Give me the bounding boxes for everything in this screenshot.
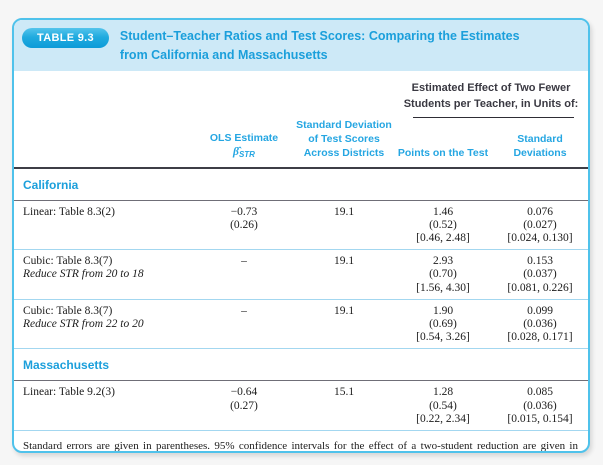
row-label-cell: Linear: Table 9.2(3) <box>14 386 194 426</box>
row-sublabel: Reduce STR from 20 to 18 <box>23 268 144 281</box>
standard-deviation-cell: 19.1 <box>333 304 355 317</box>
points-on-test-cell: 1.46 (0.52) [0.46, 2.48] <box>416 205 470 244</box>
row-label: Cubic: Table 8.3(7) <box>23 255 113 268</box>
points-on-test-cell: 1.28 (0.54) [0.22, 2.34] <box>416 386 470 425</box>
standard-deviations-cell: 0.076 (0.027) [0.024, 0.130] <box>507 205 573 244</box>
ols-estimate-cell: – <box>241 255 247 268</box>
span-header-underline <box>413 116 574 118</box>
table-row-massachusetts-linear: Linear: Table 9.2(3) −0.64 (0.27) 15.1 1… <box>14 381 588 432</box>
ols-estimate-cell: – <box>241 304 247 317</box>
row-label: Linear: Table 8.3(2) <box>23 205 115 218</box>
section-header-california: California <box>14 169 588 201</box>
beta-str-symbol: β̂STR <box>233 146 255 160</box>
points-on-test-cell: 2.93 (0.70) [1.56, 4.30] <box>416 255 470 294</box>
standard-deviation-cell: 19.1 <box>333 205 355 218</box>
points-on-test-cell: 1.90 (0.69) [0.54, 3.26] <box>416 304 470 344</box>
col-header-standard-deviation: Standard Deviation of Test Scores Across… <box>296 118 392 160</box>
ols-estimate-cell: −0.73 (0.26) <box>230 205 258 231</box>
row-label-cell: Linear: Table 8.3(2) <box>14 206 194 246</box>
ols-estimate-cell: −0.64 (0.27) <box>230 386 258 412</box>
table-row-california-linear: Linear: Table 8.3(2) −0.73 (0.26) 19.1 1… <box>14 201 588 251</box>
table-number-badge: TABLE 9.3 <box>22 28 109 48</box>
col-header-ols-estimate: OLS Estimate β̂STR <box>194 131 294 168</box>
ols-header-text: OLS Estimate <box>209 131 279 144</box>
standard-deviations-cell: 0.153 (0.037) [0.081, 0.226] <box>507 255 573 294</box>
span-header-line1: Estimated Effect of Two Fewer <box>411 81 571 94</box>
standard-deviation-cell: 15.1 <box>333 386 355 399</box>
row-label: Cubic: Table 8.3(7) <box>23 304 113 317</box>
table-footnote: Standard errors are given in parentheses… <box>23 440 578 453</box>
table-title: Student–Teacher Ratios and Test Scores: … <box>119 29 520 62</box>
table-row-california-cubic-22-20: Cubic: Table 8.3(7) Reduce STR from 22 t… <box>14 300 588 350</box>
row-label: Linear: Table 9.2(3) <box>23 386 115 399</box>
col-header-points-on-test: Points on the Test <box>397 147 489 160</box>
column-headers: Estimated Effect of Two Fewer Students p… <box>14 71 588 169</box>
section-header-massachusetts: Massachusetts <box>14 349 588 382</box>
row-sublabel: Reduce STR from 22 to 20 <box>23 318 144 331</box>
table-card: TABLE 9.3 Student–Teacher Ratios and Tes… <box>12 18 590 453</box>
standard-deviation-cell: 19.1 <box>333 255 355 268</box>
standard-deviations-cell: 0.085 (0.036) [0.015, 0.154] <box>507 386 573 425</box>
row-label-cell: Cubic: Table 8.3(7) Reduce STR from 22 t… <box>14 305 194 345</box>
span-header-line2: Students per Teacher, in Units of: <box>403 98 579 110</box>
row-label-cell: Cubic: Table 8.3(7) Reduce STR from 20 t… <box>14 255 194 295</box>
table-row-california-cubic-20-18: Cubic: Table 8.3(7) Reduce STR from 20 t… <box>14 250 588 300</box>
col-header-standard-deviations: Standard Deviations <box>513 132 567 160</box>
standard-deviations-cell: 0.099 (0.036) [0.028, 0.171] <box>507 304 573 344</box>
span-header: Estimated Effect of Two Fewer Students p… <box>394 80 588 118</box>
table-title-band: TABLE 9.3 Student–Teacher Ratios and Tes… <box>14 20 588 71</box>
